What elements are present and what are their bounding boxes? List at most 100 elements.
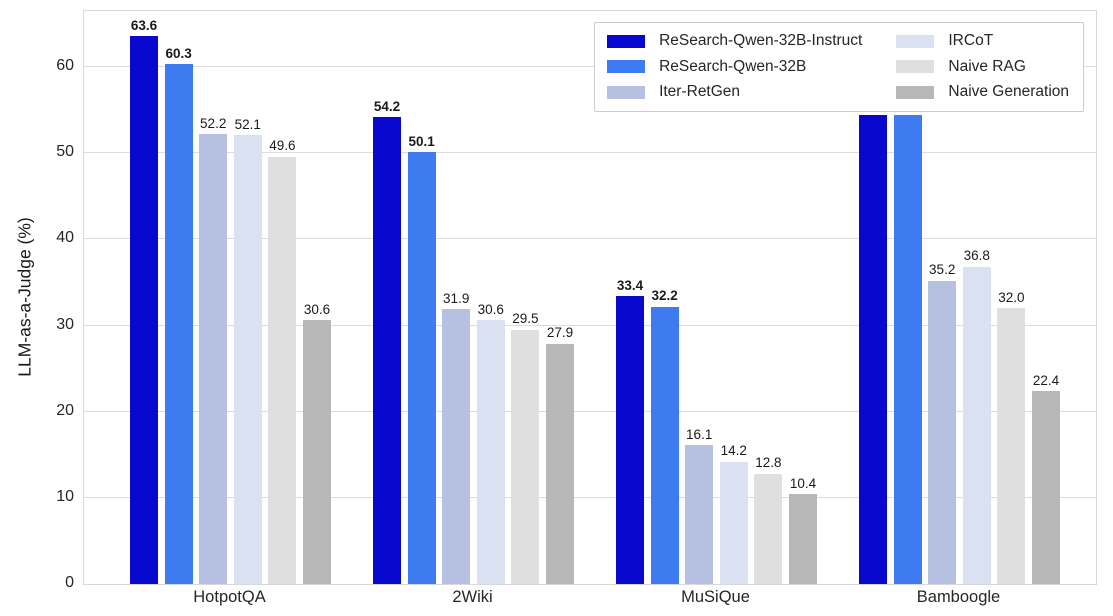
bar-Iter-RetGen-2Wiki [442,309,471,584]
bar-value-label: 63.6 [130,17,158,33]
bar-slot: 49.6 [268,138,297,584]
bar-ReSearch-Qwen-32B-Instruct-Bamboogle [859,115,887,584]
bar-value-label: 50.1 [408,133,435,149]
bar-Naive RAG-MuSiQue [754,473,783,584]
bar-slot: 31.9 [442,292,471,584]
bar-slot: 10.4 [788,475,817,584]
x-tick-label-MuSiQue: MuSiQue [681,588,750,606]
bar-IRCoT-2Wiki [476,320,505,584]
bar-value-label: 30.6 [303,301,331,317]
gridline-y20 [84,410,1096,412]
gridline-y10 [84,496,1096,498]
bar-group-MuSiQue: 33.4 32.2 16.1 14.2 12.8 10.4 [616,279,817,584]
bar-slot: 22.4 [1031,373,1060,584]
y-tick-label-50: 50 [56,143,74,161]
bar-value-label: 54.2 [373,98,401,114]
legend-item-IRCoT: IRCoT [896,32,1069,51]
bar-slot: 32.2 [650,288,679,584]
bar-value-label: 60.3 [165,45,192,61]
bar-Naive RAG-Bamboogle [997,308,1026,584]
x-tick-label-HotpotQA: HotpotQA [193,588,266,606]
bar-value-label: 12.8 [755,455,782,471]
x-tick-label-2Wiki: 2Wiki [452,588,493,606]
legend-label: IRCoT [948,32,994,49]
legend-item-ReSearch-Qwen-32B: ReSearch-Qwen-32B [607,58,862,77]
gridline-y40 [84,238,1096,240]
legend-swatch-icon [607,85,646,99]
bar-Naive Generation-Bamboogle [1031,391,1060,584]
bar-slot: 36.8 [962,248,991,584]
bar-value-label: 10.4 [789,475,817,491]
bar-group-HotpotQA: 63.6 60.3 52.2 52.1 49.6 30.6 [130,17,331,584]
bar-slot: 16.1 [685,426,714,584]
bar-value-label: 30.6 [477,301,504,317]
bar-Iter-RetGen-HotpotQA [199,134,228,584]
y-tick-label-30: 30 [56,315,74,333]
bar-value-label: 36.8 [963,248,990,264]
legend-swatch-icon [896,60,935,74]
bar-ReSearch-Qwen-32B-MuSiQue [650,306,679,584]
bar-slot: 52.2 [199,115,228,584]
bar-slot: 54.4 [859,98,887,584]
legend-item-ReSearch-Qwen-32B-Instruct: ReSearch-Qwen-32B-Instruct [607,32,862,51]
y-tick-label-10: 10 [56,487,74,505]
legend-item-Iter-RetGen: Iter-RetGen [607,83,862,102]
bar-value-label: 52.1 [234,116,261,132]
bars-layer: 63.6 60.3 52.2 52.1 49.6 30.6 54.2 50.1 31.9 30.6… [84,11,1096,584]
legend-label: Naive RAG [948,57,1026,75]
bar-slot: 63.6 [130,17,158,584]
bar-value-label: 32.2 [651,288,678,303]
bar-ReSearch-Qwen-32B-Instruct-2Wiki [373,117,401,584]
bar-slot: 30.6 [302,301,331,584]
y-tick-label-20: 20 [56,401,74,419]
bar-value-label: 32.0 [998,289,1025,305]
bar-value-label: 14.2 [720,443,747,459]
bar-ReSearch-Qwen-32B-Instruct-HotpotQA [130,36,158,584]
legend-label: ReSearch-Qwen-32B [659,57,807,75]
legend-swatch-icon [896,85,935,99]
legend: ReSearch-Qwen-32B-Instruct ReSearch-Qwen-… [594,22,1084,112]
bar-slot: 54.4 [893,98,922,584]
gridline-y50 [84,152,1096,154]
gridline-y30 [84,324,1096,326]
legend-label: Iter-RetGen [659,83,741,101]
bar-value-label: 52.2 [200,115,227,131]
bar-Naive Generation-HotpotQA [302,320,331,584]
bar-Iter-RetGen-MuSiQue [685,445,714,584]
y-tick-label-0: 0 [65,574,74,591]
bar-ReSearch-Qwen-32B-Instruct-MuSiQue [616,296,644,584]
bar-slot: 32.0 [997,289,1026,584]
bar-slot: 54.2 [373,98,401,584]
legend-item-Naive RAG: Naive RAG [896,58,1069,77]
plot-area: 63.6 60.3 52.2 52.1 49.6 30.6 54.2 50.1 31.9 30.6… [83,10,1097,585]
legend-swatch-icon [607,34,646,48]
bar-value-label: 49.6 [269,138,296,154]
legend-swatch-icon [896,34,935,48]
bar-slot: 27.9 [545,326,574,584]
bar-Naive Generation-MuSiQue [788,494,817,584]
bar-slot: 60.3 [164,45,193,584]
y-tick-label-60: 60 [56,57,74,74]
bar-IRCoT-HotpotQA [233,135,262,584]
bar-ReSearch-Qwen-32B-Bamboogle [893,115,922,584]
bar-value-label: 35.2 [929,262,956,278]
legend-label: Naive Generation [948,83,1069,101]
bar-slot: 29.5 [511,311,540,584]
bar-value-label: 29.5 [512,311,539,327]
bar-Naive Generation-2Wiki [545,343,574,584]
bar-ReSearch-Qwen-32B-2Wiki [407,152,436,584]
bar-IRCoT-Bamboogle [962,266,991,584]
bar-Iter-RetGen-Bamboogle [928,280,957,584]
x-tick-label-Bamboogle: Bamboogle [916,588,1001,606]
bar-IRCoT-MuSiQue [719,461,748,584]
bar-slot: 52.1 [233,116,262,584]
legend-swatch-icon [607,60,646,74]
bar-slot: 35.2 [928,262,957,584]
gridline-y60 [84,66,1096,68]
bar-slot: 12.8 [754,455,783,584]
bar-Naive RAG-2Wiki [511,329,540,584]
bar-slot: 33.4 [616,279,644,584]
bar-value-label: 16.1 [686,426,713,442]
bar-group-2Wiki: 54.2 50.1 31.9 30.6 29.5 27.9 [373,98,574,584]
